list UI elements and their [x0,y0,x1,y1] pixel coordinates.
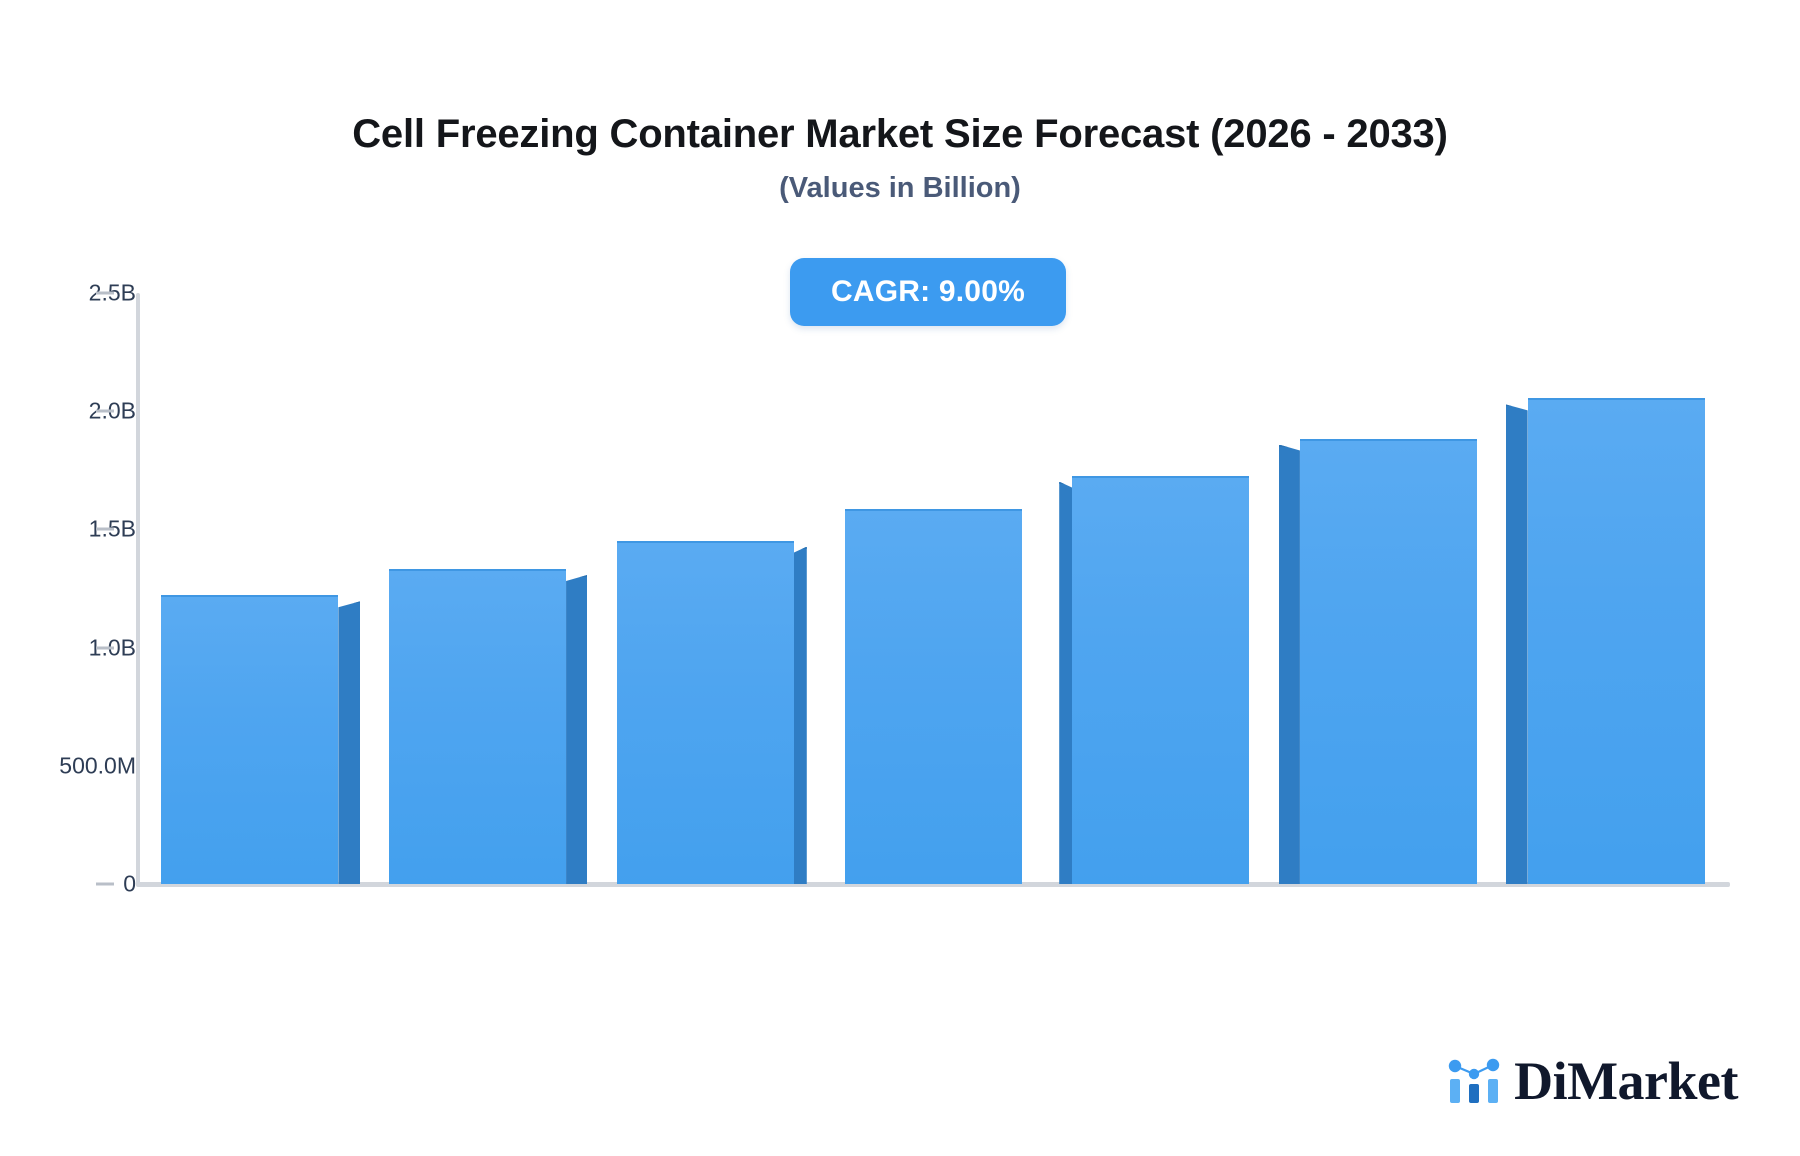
brand-logo: DiMarket [1448,1054,1738,1108]
page-subtitle: (Values in Billion) [779,172,1021,204]
cagr-badge: CAGR: 9.00% [790,258,1066,326]
y-tick-mark [96,409,114,413]
bar-front-face [389,569,567,884]
y-axis-ticks: 0 500.0M 1.0B 1.5B 2.0B 2.5B [0,0,136,1156]
y-tick-mark [96,646,114,650]
y-tick-mark [96,291,114,295]
bar-side-face [1505,404,1528,884]
y-tick-label: 0 [123,870,136,897]
bar-front-face [1527,398,1705,884]
y-tick-label: 2.0B [88,397,136,424]
y-tick-label: 1.5B [88,515,136,542]
bar-side-face [1059,481,1073,884]
bar-front-face [161,595,339,884]
y-tick-label: 500.0M [59,752,136,779]
bar-chart-trend-icon [1448,1058,1500,1103]
bars-container: 1.230 B20251.341 B20261.461 B20271.593 B… [136,0,1730,1156]
y-tick-mark [96,882,114,886]
bar-side-face [566,575,588,884]
page-title: Cell Freezing Container Market Size Fore… [352,112,1448,156]
cagr-badge-label: CAGR: 9.00% [831,275,1025,308]
bar-side-face [793,546,807,884]
y-axis-line [136,293,140,885]
bar-side-face [338,601,361,884]
bar-front-face [616,540,794,884]
y-tick-label: 1.0B [88,634,136,661]
bar-front-face [1299,438,1477,884]
y-tick-label: 2.5B [88,279,136,306]
bar-side-face [1278,444,1300,884]
y-tick-mark [96,527,114,531]
x-axis-line [136,882,1730,887]
bar-front-face [844,509,1022,884]
bar-front-face [1072,475,1250,884]
logo-text: DiMarket [1514,1051,1738,1111]
